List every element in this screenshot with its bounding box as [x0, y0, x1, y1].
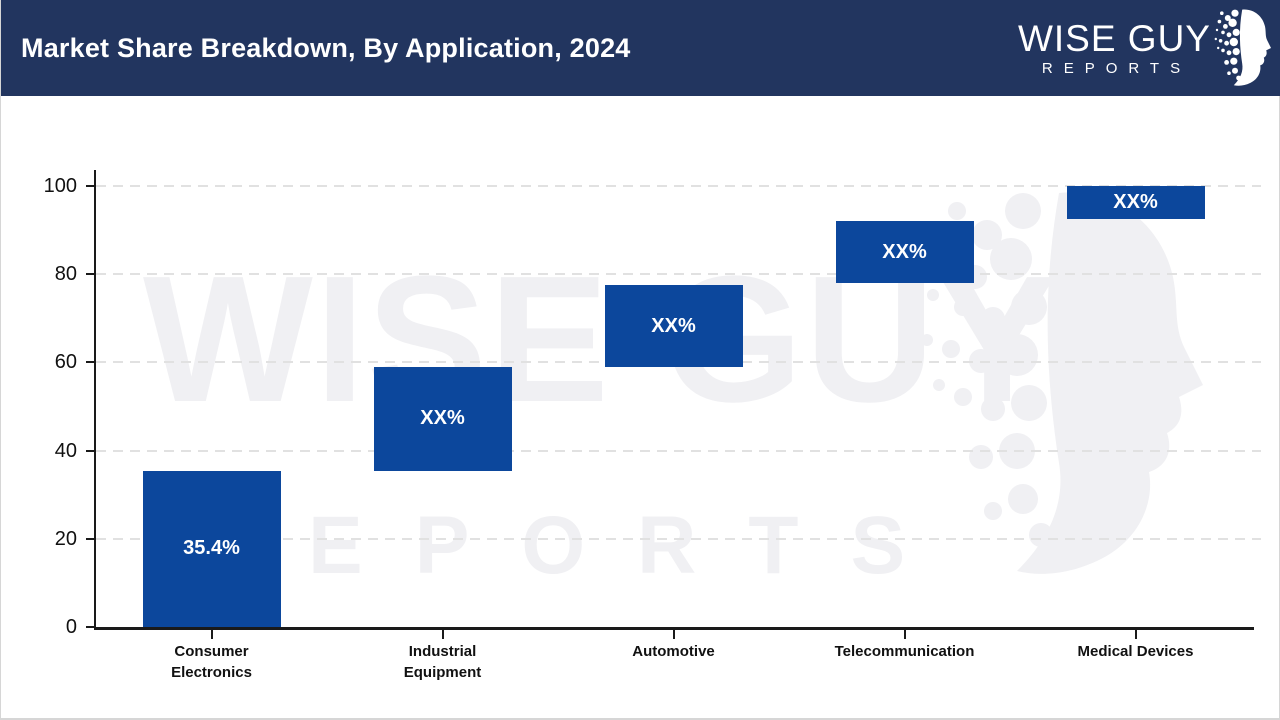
- y-axis-line: [94, 170, 96, 630]
- x-tick-mark: [1134, 630, 1137, 639]
- bar-segment: XX%: [1066, 186, 1205, 220]
- brand-name: WISE GUY: [1017, 18, 1211, 59]
- bar-segment: XX%: [835, 221, 974, 283]
- y-tick-label: 80: [54, 263, 77, 286]
- y-tick-mark: [86, 185, 94, 187]
- y-tick-mark: [86, 361, 94, 364]
- brand-face-icon: [1214, 9, 1271, 86]
- y-tick-mark: [86, 449, 94, 452]
- y-tick-label: 0: [65, 616, 77, 638]
- y-gridline: [96, 449, 1261, 452]
- x-axis-line: [94, 627, 1254, 630]
- y-tick-label: 40: [54, 439, 77, 462]
- bar-value-label: 35.4%: [183, 537, 240, 560]
- bar-segment: XX%: [604, 285, 743, 367]
- x-tick-mark: [903, 630, 906, 639]
- y-tick-mark: [86, 273, 94, 276]
- bar-value-label: XX%: [882, 240, 927, 263]
- x-category-label: Consumer Electronics: [171, 643, 252, 681]
- y-tick-label: 60: [54, 351, 77, 374]
- x-category-label: Telecommunication: [834, 643, 975, 660]
- x-tick-mark: [210, 630, 213, 639]
- x-category-label: Medical Devices: [1077, 643, 1194, 660]
- y-tick-label: 20: [54, 527, 77, 550]
- watermark-face-icon: [921, 192, 1203, 574]
- header-bar: Market Share Breakdown, By Application, …: [1, 0, 1280, 96]
- brand-subname: REPORTS: [1041, 60, 1192, 77]
- x-tick-mark: [441, 630, 444, 639]
- bar-value-label: XX%: [1113, 191, 1158, 214]
- bar-value-label: XX%: [651, 314, 696, 337]
- page-title: Market Share Breakdown, By Application, …: [21, 32, 631, 63]
- y-tick-mark: [86, 537, 94, 540]
- bar-segment: XX%: [373, 366, 512, 471]
- y-gridline: [96, 185, 1261, 187]
- y-gridline: [96, 273, 1261, 276]
- y-tick-mark: [86, 626, 94, 628]
- y-gridline: [96, 537, 1261, 540]
- x-category-label: Industrial Equipment: [403, 643, 482, 681]
- brand-logo: WISE GUY REPORTS: [1018, 6, 1271, 90]
- watermark-text-reports: REPORTS: [196, 500, 958, 591]
- y-tick-label: 100: [43, 175, 77, 197]
- x-category-label: Automotive: [632, 643, 715, 660]
- bar-value-label: XX%: [420, 407, 465, 430]
- bar-segment: 35.4%: [142, 470, 281, 627]
- x-tick-mark: [672, 630, 675, 639]
